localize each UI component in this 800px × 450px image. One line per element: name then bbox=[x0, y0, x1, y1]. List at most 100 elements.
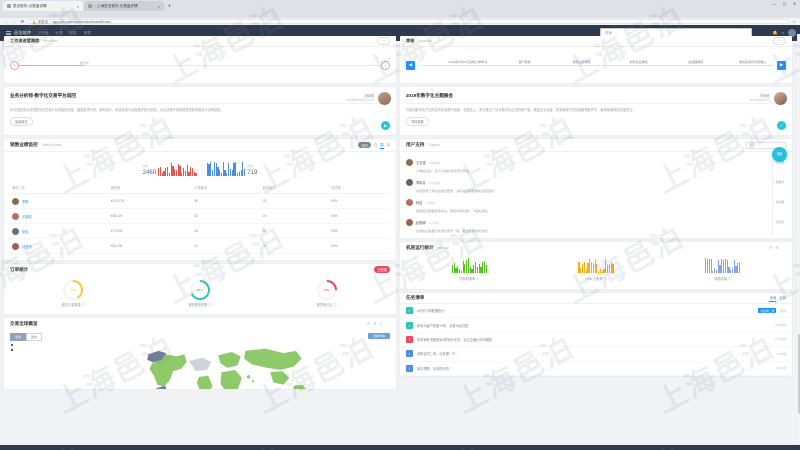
person-name[interactable]: 李明 bbox=[22, 199, 29, 204]
bar bbox=[166, 167, 169, 176]
approval-step[interactable]: 总经理审核 bbox=[688, 59, 703, 65]
bar bbox=[735, 266, 737, 273]
question-icon[interactable]: ? bbox=[781, 30, 784, 36]
stat-item[interactable]: 42% 超过订单数量 ⓘ bbox=[10, 280, 137, 307]
person-name[interactable]: 王晓丽 bbox=[22, 214, 32, 219]
bar bbox=[165, 168, 167, 176]
card-header-actions: 实时 日 周 月 bbox=[358, 141, 390, 149]
avatar[interactable] bbox=[788, 29, 796, 37]
tab-all[interactable]: 全部 bbox=[779, 296, 786, 300]
close-window-icon[interactable]: ✕ bbox=[792, 1, 797, 6]
world-map[interactable]: 全球 国内 查看详情 bbox=[4, 329, 396, 389]
donut-value: 25% bbox=[323, 288, 330, 292]
browser-tab-1[interactable]: ...上海邑泊软件-仪表盘详情 × bbox=[84, 1, 164, 11]
next-button[interactable]: › bbox=[381, 60, 390, 70]
scrollbar-thumb[interactable] bbox=[797, 334, 800, 414]
approval-step[interactable]: 财务总监审核 bbox=[630, 59, 648, 65]
approval-entry-label: 2019年8月15日采购订单申请 bbox=[448, 59, 488, 64]
list-item[interactable]: 林浩 1小时前 发票信息需要修改抬头，麻烦协助处理一下相关流程。 • 待处理 bbox=[406, 196, 786, 216]
nav-item-0[interactable]: 工作台 bbox=[37, 30, 49, 35]
browser-tab-0[interactable]: 邑泊软件-仪表盘详情 × bbox=[3, 1, 83, 11]
article-title[interactable]: 2019年数字化主题展会 bbox=[406, 93, 453, 98]
map-segment-global[interactable]: 全球 bbox=[10, 333, 27, 342]
cell-orders: 52 bbox=[192, 208, 261, 224]
tab-unread[interactable]: 未读 bbox=[769, 295, 777, 302]
table-row[interactable]: 刘思婷 ¥62,235 41 21 54% bbox=[10, 238, 390, 254]
bar bbox=[212, 170, 214, 176]
metric-number: 2460 bbox=[142, 170, 157, 176]
person-name[interactable]: 刘思婷 bbox=[22, 244, 32, 249]
timeline-track[interactable]: 进行中 bbox=[19, 61, 381, 66]
cell-amount: ¥73,605 bbox=[108, 223, 193, 239]
minimize-icon[interactable]: — bbox=[772, 1, 777, 6]
bookmark-icon[interactable]: ☆ bbox=[792, 19, 796, 24]
stat-item[interactable]: 68% 销售额完成率 ⓘ bbox=[137, 280, 264, 307]
address-bar[interactable]: 🔒 不安全 | app.yibo.com/admin/dashboard/#/v… bbox=[28, 19, 790, 24]
nav-item-2[interactable]: 财务 bbox=[69, 30, 77, 35]
tab-month[interactable]: 月 bbox=[386, 143, 390, 147]
new-tab-button[interactable]: + bbox=[167, 3, 172, 10]
settings-icon[interactable]: ⚙ bbox=[775, 245, 779, 250]
list-item[interactable]: i 采购合同二审，请处理一下... 1小时前 bbox=[400, 347, 792, 362]
message-icon[interactable]: ✉ bbox=[772, 147, 787, 162]
list-item[interactable]: i 库存预警，请尽快补货 2小时前 bbox=[400, 362, 792, 376]
forward-icon[interactable]: → bbox=[12, 19, 17, 24]
prev-button[interactable]: ◀ bbox=[406, 60, 415, 70]
search-input[interactable]: 搜索... bbox=[746, 141, 786, 149]
next-button[interactable]: ▶ bbox=[777, 60, 786, 70]
list-item[interactable]: ✓ 新增大客户档案10条，请核对后归档 10分钟前 bbox=[400, 318, 792, 333]
bar bbox=[717, 259, 719, 273]
prev-button[interactable]: ‹ bbox=[10, 60, 19, 70]
map-detail-button[interactable]: 查看详情 bbox=[367, 333, 390, 340]
list-item[interactable]: 赵丽娜 2小时前 仓库盘点数据与系统记录不一致，希望安排技术支持。 • 已回复 bbox=[406, 216, 786, 236]
bell-icon[interactable]: 🔔 bbox=[772, 30, 778, 35]
approval-step[interactable]: 部门审核 bbox=[519, 59, 531, 65]
nav-item-3[interactable]: 报表 bbox=[83, 30, 91, 35]
map-segment-domestic[interactable]: 国内 bbox=[26, 333, 43, 342]
timeline-node[interactable]: 进行中 bbox=[80, 60, 89, 66]
more-button[interactable]: ··· bbox=[376, 37, 390, 45]
close-icon[interactable]: × bbox=[157, 3, 160, 9]
approval-entry[interactable]: 2019年8月15日采购订单申请 bbox=[448, 59, 487, 65]
more-icon[interactable]: ⋯ bbox=[386, 321, 390, 326]
cell-customers: 21 bbox=[260, 238, 330, 254]
table-row[interactable]: 王晓丽 ¥98,420 52 19 64% bbox=[10, 208, 390, 224]
close-icon[interactable]: × bbox=[76, 3, 79, 9]
list-item[interactable]: ! 财务审批流程剩余3项待办任务，请注意截止时间限制 31分钟前 bbox=[400, 333, 792, 348]
more-button[interactable]: ··· bbox=[772, 37, 786, 45]
stat-item[interactable]: 25% 退货率占比 ⓘ bbox=[263, 280, 390, 307]
article-title[interactable]: 业务分析师-数字化交易平台巡回 bbox=[10, 93, 76, 98]
page-scrollbar[interactable] bbox=[797, 34, 800, 450]
mini-chart[interactable]: CPU 占用率 ⓘ bbox=[533, 258, 660, 281]
expand-icon[interactable]: ⤢ bbox=[379, 321, 383, 326]
maximize-icon[interactable]: ▢ bbox=[782, 1, 787, 6]
person-name[interactable]: 张伟 bbox=[22, 229, 29, 234]
donut-chart: 68% bbox=[190, 280, 210, 300]
check-icon[interactable]: ✓ bbox=[777, 121, 786, 130]
mini-chart[interactable]: 网络流量 ⓘ bbox=[659, 258, 786, 281]
menu-icon[interactable] bbox=[6, 30, 11, 36]
nav-item-1[interactable]: 业务 bbox=[55, 30, 63, 35]
more-icon[interactable]: ⋯ bbox=[782, 245, 786, 250]
table-row[interactable]: 张伟 ¥73,605 36 15 96% bbox=[10, 223, 390, 239]
back-icon[interactable]: ← bbox=[4, 19, 9, 24]
refresh-icon[interactable]: ⟳ bbox=[769, 245, 773, 250]
list-item[interactable]: 李晓月 25分钟前 系统登录了两次后退出登录，请问是否需要重新设置密码？ • 处理中 bbox=[406, 176, 786, 196]
list-item[interactable]: ✓ 8月份订单数据统计 待处理二审 刚刚 bbox=[400, 304, 792, 319]
reload-icon[interactable]: ⟳ bbox=[20, 18, 25, 24]
read-more-button[interactable]: 阅读原文 bbox=[10, 117, 33, 127]
play-icon[interactable]: ▶ bbox=[381, 121, 390, 130]
approval-step[interactable]: 审批完成待归档确认 bbox=[739, 59, 766, 65]
app-logo[interactable]: 邑泊软件 bbox=[6, 30, 32, 36]
tab-week[interactable]: 周 bbox=[380, 142, 384, 149]
metric-current: 本期 2460 bbox=[143, 160, 197, 176]
approval-step[interactable]: 财务主管审核 bbox=[573, 59, 591, 65]
settings-icon[interactable]: ⚙ bbox=[373, 321, 377, 326]
tab-day[interactable]: 日 bbox=[373, 143, 378, 147]
table-row[interactable]: 李明 ¥124,735 48 23 88% bbox=[10, 193, 390, 209]
cell-amount: ¥124,735 bbox=[108, 193, 193, 209]
mini-chart[interactable]: 内存利用率 ⓘ bbox=[406, 258, 533, 281]
refresh-icon[interactable]: ⟳ bbox=[366, 321, 371, 326]
read-more-button[interactable]: 详情查看 bbox=[406, 117, 429, 127]
list-item[interactable]: 王志强 10分钟前 订单提交后，显示订单状态待支付异常。 • 已处理 bbox=[406, 156, 786, 176]
